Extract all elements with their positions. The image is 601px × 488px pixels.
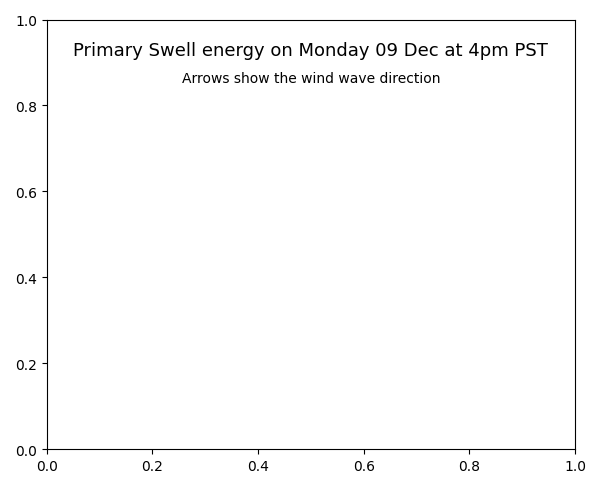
Text: Arrows show the wind wave direction: Arrows show the wind wave direction bbox=[182, 72, 440, 86]
Text: Primary Swell energy on Monday 09 Dec at 4pm PST: Primary Swell energy on Monday 09 Dec at… bbox=[73, 42, 548, 60]
